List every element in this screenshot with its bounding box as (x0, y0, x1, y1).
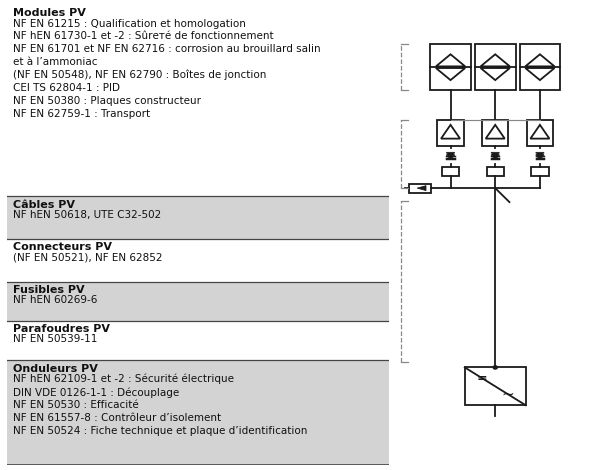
Bar (7, 282, 389, 321)
Bar (7, 5, 389, 196)
Polygon shape (447, 156, 455, 159)
Polygon shape (447, 154, 455, 158)
Text: Fusibles PV: Fusibles PV (13, 285, 85, 295)
Bar (7, 239, 389, 282)
Polygon shape (417, 186, 426, 191)
Text: Onduleurs PV: Onduleurs PV (13, 363, 98, 374)
Text: Modules PV: Modules PV (13, 8, 86, 18)
Text: NF hEN 60269-6: NF hEN 60269-6 (13, 295, 97, 306)
Text: (NF EN 50521), NF EN 62852: (NF EN 50521), NF EN 62852 (13, 252, 162, 263)
Polygon shape (535, 156, 544, 159)
Text: =: = (477, 372, 487, 385)
Text: NF hEN 62109-1 et -2 : Sécurité électrique
DIN VDE 0126-1-1 : Découplage
NF EN 5: NF hEN 62109-1 et -2 : Sécurité électriq… (13, 374, 307, 436)
Polygon shape (535, 154, 544, 158)
Bar (7, 360, 389, 465)
Polygon shape (491, 156, 499, 159)
Polygon shape (447, 152, 455, 156)
Text: ~: ~ (501, 386, 514, 401)
Text: Connecteurs PV: Connecteurs PV (13, 243, 112, 252)
Text: NF hEN 50618, UTE C32-502: NF hEN 50618, UTE C32-502 (13, 210, 161, 219)
Text: Câbles PV: Câbles PV (13, 200, 75, 210)
Bar (7, 321, 389, 360)
Bar (7, 196, 389, 239)
Circle shape (493, 366, 497, 369)
Polygon shape (491, 152, 499, 156)
Text: NF EN 50539-11: NF EN 50539-11 (13, 335, 97, 345)
Polygon shape (491, 154, 499, 158)
Text: NF EN 61215 : Qualification et homologation
NF hEN 61730-1 et -2 : Sûrетé de fon: NF EN 61215 : Qualification et homologat… (13, 18, 320, 119)
Polygon shape (535, 152, 544, 156)
Text: Parafoudres PV: Parafoudres PV (13, 324, 110, 334)
